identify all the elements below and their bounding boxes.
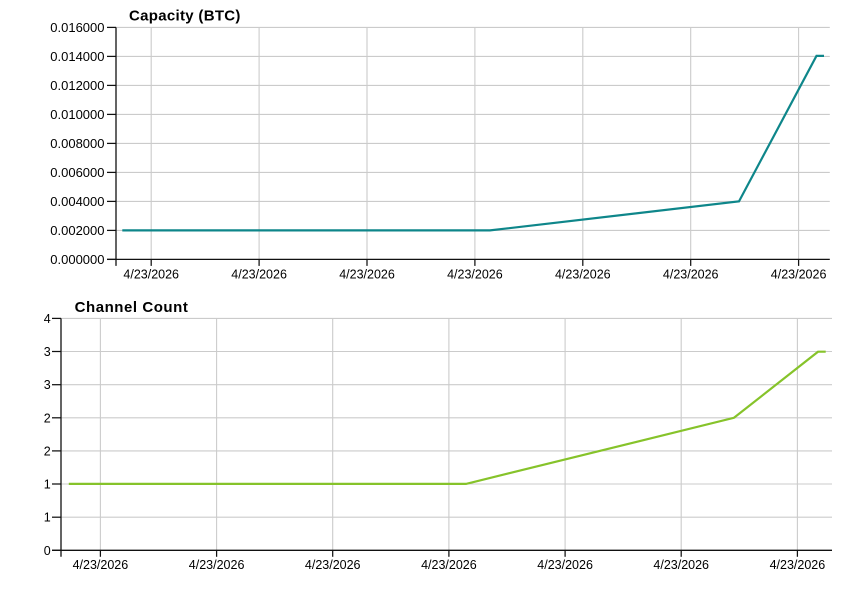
svg-text:4/23/2026: 4/23/2026 <box>447 268 503 282</box>
svg-text:0.016000: 0.016000 <box>50 20 104 35</box>
svg-text:0: 0 <box>44 544 51 558</box>
svg-text:0.014000: 0.014000 <box>50 49 104 64</box>
svg-text:Capacity (BTC): Capacity (BTC) <box>129 8 241 25</box>
svg-text:2: 2 <box>44 445 51 459</box>
svg-text:0.010000: 0.010000 <box>50 107 104 122</box>
svg-text:0.002000: 0.002000 <box>50 223 104 238</box>
svg-text:1: 1 <box>44 478 51 492</box>
svg-text:4/23/2026: 4/23/2026 <box>663 268 719 282</box>
svg-text:4/23/2026: 4/23/2026 <box>653 558 709 572</box>
svg-text:0.012000: 0.012000 <box>50 78 104 93</box>
svg-text:0.008000: 0.008000 <box>50 136 104 151</box>
svg-text:4/23/2026: 4/23/2026 <box>231 268 287 282</box>
svg-text:2: 2 <box>44 411 51 425</box>
svg-text:4/23/2026: 4/23/2026 <box>555 268 611 282</box>
svg-text:3: 3 <box>44 378 51 392</box>
svg-text:4/23/2026: 4/23/2026 <box>770 558 826 572</box>
svg-text:0.006000: 0.006000 <box>50 165 104 180</box>
svg-text:4: 4 <box>44 312 51 326</box>
svg-text:4/23/2026: 4/23/2026 <box>73 558 129 572</box>
svg-text:4/23/2026: 4/23/2026 <box>421 558 477 572</box>
svg-text:4/23/2026: 4/23/2026 <box>339 268 395 282</box>
svg-text:4/23/2026: 4/23/2026 <box>771 268 827 282</box>
svg-text:4/23/2026: 4/23/2026 <box>537 558 593 572</box>
svg-text:1: 1 <box>44 511 51 525</box>
svg-text:3: 3 <box>44 345 51 359</box>
svg-text:4/23/2026: 4/23/2026 <box>123 268 179 282</box>
svg-text:0.004000: 0.004000 <box>50 194 104 209</box>
svg-text:4/23/2026: 4/23/2026 <box>189 558 245 572</box>
svg-text:4/23/2026: 4/23/2026 <box>305 558 361 572</box>
svg-text:0.000000: 0.000000 <box>50 252 104 267</box>
svg-text:Channel Count: Channel Count <box>75 299 189 316</box>
